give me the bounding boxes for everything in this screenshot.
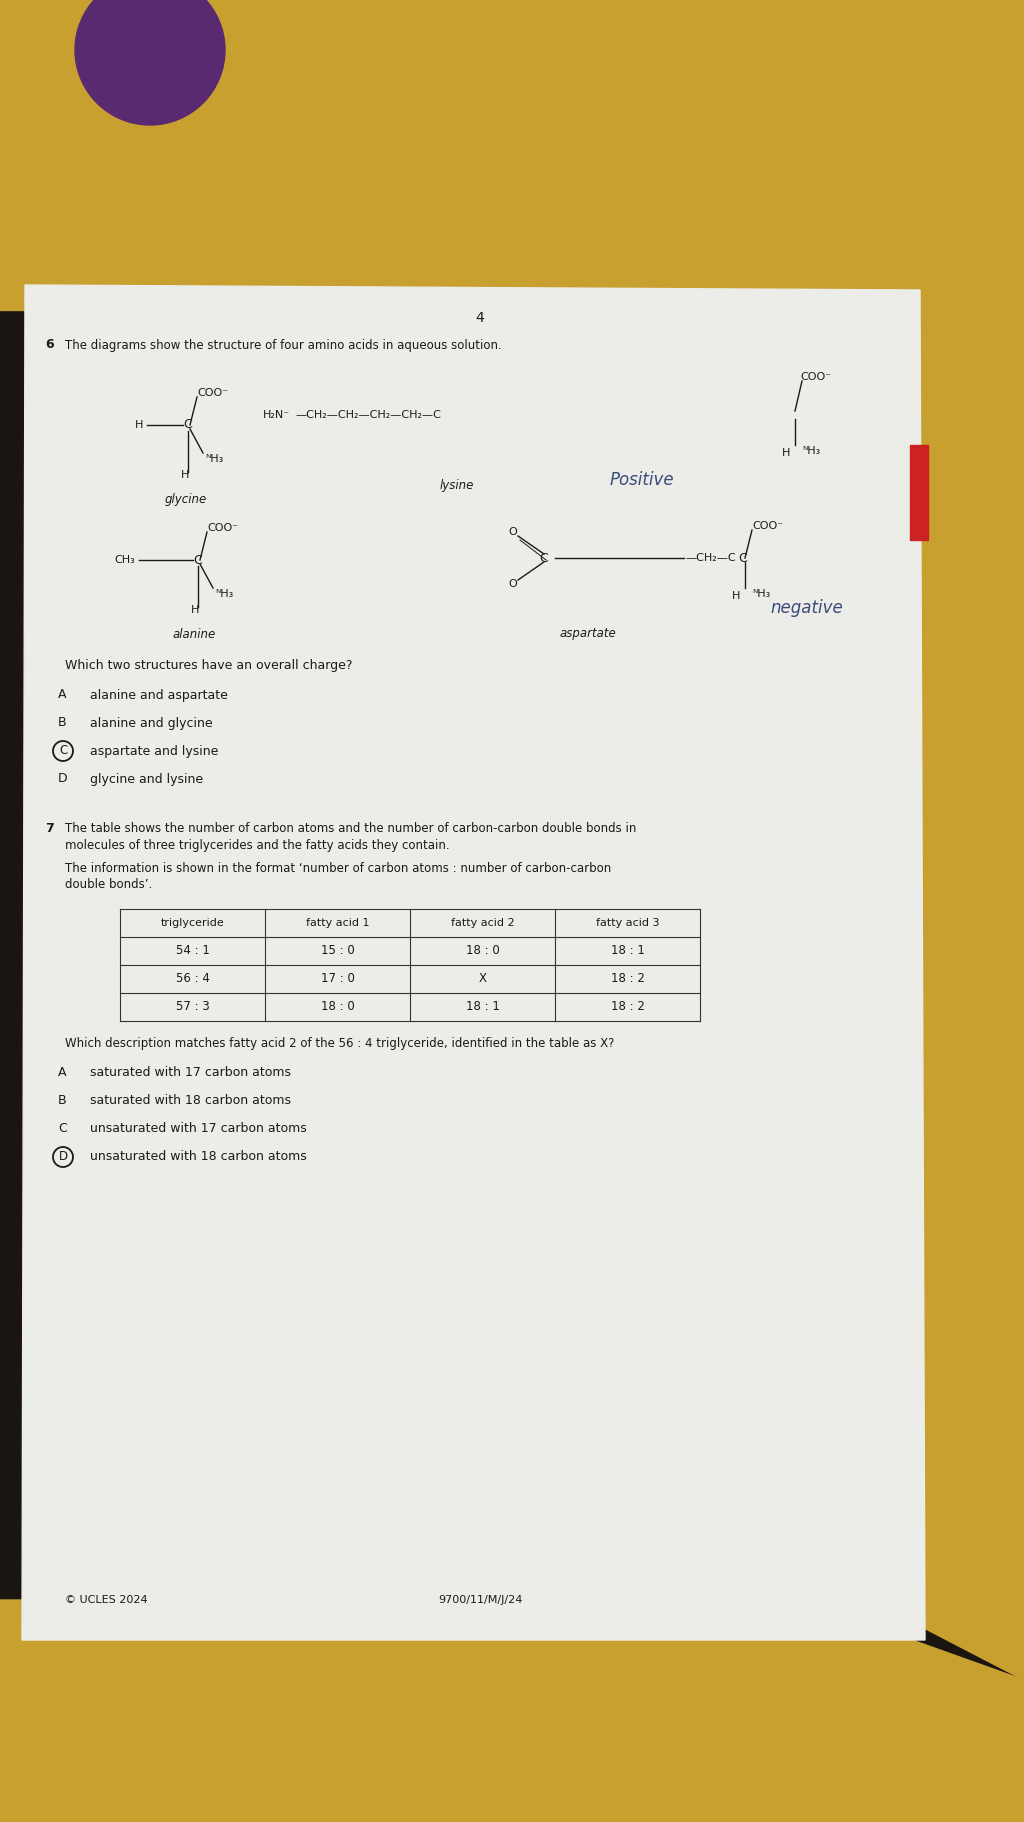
- Text: Which two structures have an overall charge?: Which two structures have an overall cha…: [65, 658, 352, 672]
- Polygon shape: [22, 284, 925, 1640]
- Text: COO⁻: COO⁻: [207, 523, 239, 534]
- Text: C: C: [58, 1122, 67, 1135]
- Text: unsaturated with 17 carbon atoms: unsaturated with 17 carbon atoms: [90, 1122, 307, 1135]
- Text: alanine and glycine: alanine and glycine: [90, 716, 213, 729]
- Text: H₂N⁻: H₂N⁻: [263, 410, 290, 421]
- Text: ᴺH₃: ᴺH₃: [215, 589, 233, 599]
- Text: unsaturated with 18 carbon atoms: unsaturated with 18 carbon atoms: [90, 1150, 307, 1164]
- Text: B: B: [58, 716, 67, 729]
- Text: 57 : 3: 57 : 3: [176, 1000, 209, 1013]
- Text: CH₃: CH₃: [115, 556, 135, 565]
- Text: 18 : 0: 18 : 0: [466, 944, 500, 958]
- Text: fatty acid 3: fatty acid 3: [596, 918, 659, 927]
- Text: X: X: [478, 973, 486, 986]
- Text: aspartate: aspartate: [560, 627, 616, 640]
- Text: 54 : 1: 54 : 1: [175, 944, 210, 958]
- Text: saturated with 17 carbon atoms: saturated with 17 carbon atoms: [90, 1066, 291, 1079]
- Text: 7: 7: [45, 822, 53, 836]
- Text: H: H: [191, 605, 200, 616]
- Text: 15 : 0: 15 : 0: [321, 944, 354, 958]
- Text: D: D: [58, 773, 68, 785]
- Text: The table shows the number of carbon atoms and the number of carbon-carbon doubl: The table shows the number of carbon ato…: [65, 822, 636, 836]
- Text: negative: negative: [770, 599, 843, 618]
- Text: C: C: [540, 552, 548, 565]
- Text: The diagrams show the structure of four amino acids in aqueous solution.: The diagrams show the structure of four …: [65, 339, 502, 352]
- Text: C: C: [58, 745, 68, 758]
- Text: triglyceride: triglyceride: [161, 918, 224, 927]
- Text: aspartate and lysine: aspartate and lysine: [90, 745, 218, 758]
- Text: Which description matches fatty acid 2 of the 56 : 4 triglyceride, identified in: Which description matches fatty acid 2 o…: [65, 1037, 614, 1049]
- Text: C: C: [738, 552, 746, 565]
- Text: fatty acid 1: fatty acid 1: [306, 918, 370, 927]
- Text: B: B: [58, 1095, 67, 1108]
- Bar: [910, 445, 928, 539]
- Text: Positive: Positive: [610, 472, 675, 488]
- Text: —CH₂—CH₂—CH₂—CH₂—C: —CH₂—CH₂—CH₂—CH₂—C: [295, 410, 441, 421]
- Circle shape: [75, 0, 225, 126]
- Text: C: C: [193, 554, 202, 567]
- Text: C: C: [183, 419, 191, 432]
- Text: A: A: [58, 689, 67, 701]
- Text: COO⁻: COO⁻: [800, 372, 831, 383]
- Text: lysine: lysine: [440, 479, 474, 492]
- Text: molecules of three triglycerides and the fatty acids they contain.: molecules of three triglycerides and the…: [65, 838, 450, 851]
- Text: 18 : 2: 18 : 2: [610, 973, 644, 986]
- Text: 18 : 1: 18 : 1: [466, 1000, 500, 1013]
- Text: —CH₂—C: —CH₂—C: [685, 554, 735, 563]
- Text: D: D: [58, 1150, 68, 1164]
- Text: alanine and aspartate: alanine and aspartate: [90, 689, 228, 701]
- Text: fatty acid 2: fatty acid 2: [451, 918, 514, 927]
- Text: 17 : 0: 17 : 0: [321, 973, 354, 986]
- Text: © UCLES 2024: © UCLES 2024: [65, 1594, 147, 1605]
- Text: COO⁻: COO⁻: [752, 521, 783, 530]
- Text: 4: 4: [475, 312, 484, 324]
- Text: H: H: [181, 470, 189, 479]
- Text: COO⁻: COO⁻: [197, 388, 228, 397]
- Text: O: O: [508, 527, 517, 537]
- Text: H: H: [134, 421, 143, 430]
- Text: 18 : 1: 18 : 1: [610, 944, 644, 958]
- Text: O: O: [508, 579, 517, 589]
- Text: glycine and lysine: glycine and lysine: [90, 773, 203, 785]
- Text: H: H: [732, 590, 740, 601]
- Text: A: A: [58, 1066, 67, 1079]
- Text: ᴺH₃: ᴺH₃: [802, 446, 820, 456]
- Text: 6: 6: [45, 339, 53, 352]
- Polygon shape: [0, 1600, 1024, 1822]
- Text: saturated with 18 carbon atoms: saturated with 18 carbon atoms: [90, 1095, 291, 1108]
- Polygon shape: [0, 0, 1024, 310]
- Text: ᴺH₃: ᴺH₃: [205, 454, 223, 465]
- Text: 9700/11/M/J/24: 9700/11/M/J/24: [438, 1594, 522, 1605]
- Text: ᴺH₃: ᴺH₃: [752, 589, 770, 599]
- Text: glycine: glycine: [165, 494, 207, 507]
- Polygon shape: [870, 80, 1024, 1680]
- Text: 56 : 4: 56 : 4: [175, 973, 210, 986]
- Text: double bonds’.: double bonds’.: [65, 878, 153, 891]
- Text: alanine: alanine: [173, 629, 216, 641]
- Text: 18 : 2: 18 : 2: [610, 1000, 644, 1013]
- Text: H: H: [782, 448, 791, 457]
- Text: The information is shown in the format ‘number of carbon atoms : number of carbo: The information is shown in the format ‘…: [65, 862, 611, 876]
- Text: 18 : 0: 18 : 0: [321, 1000, 354, 1013]
